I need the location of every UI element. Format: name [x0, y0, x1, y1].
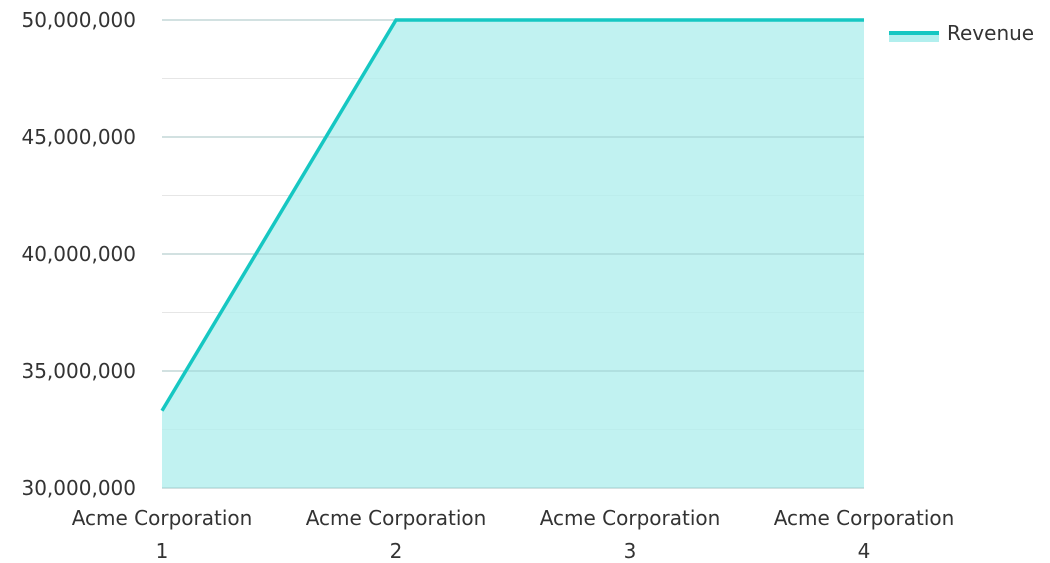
plot-area	[160, 18, 864, 489]
legend-swatch-revenue	[889, 33, 939, 42]
y-tick-label: 30,000,000	[21, 476, 136, 500]
legend-label-revenue: Revenue	[947, 21, 1034, 45]
x-tick-label-2: Acme Corporation 2	[306, 506, 487, 559]
y-tick-label: 50,000,000	[21, 8, 136, 32]
x-axis: Acme Corporation 1 Acme Corporation 2 Acme C…	[72, 506, 955, 563]
x-tick-label-3: Acme Corporation 3	[540, 506, 721, 559]
y-axis: 30,000,000 35,000,000 40,000,000 45,000,000…	[21, 8, 136, 500]
x-tick-label-1: Acme Corporation 1	[72, 506, 253, 559]
legend: Revenue	[889, 21, 1034, 45]
y-tick-label: 35,000,000	[21, 359, 136, 383]
y-tick-label: 40,000,000	[21, 242, 136, 266]
x-tick-label-4: Acme Corporation 4	[774, 506, 955, 559]
y-tick-label: 45,000,000	[21, 125, 136, 149]
revenue-line	[160, 18, 864, 412]
